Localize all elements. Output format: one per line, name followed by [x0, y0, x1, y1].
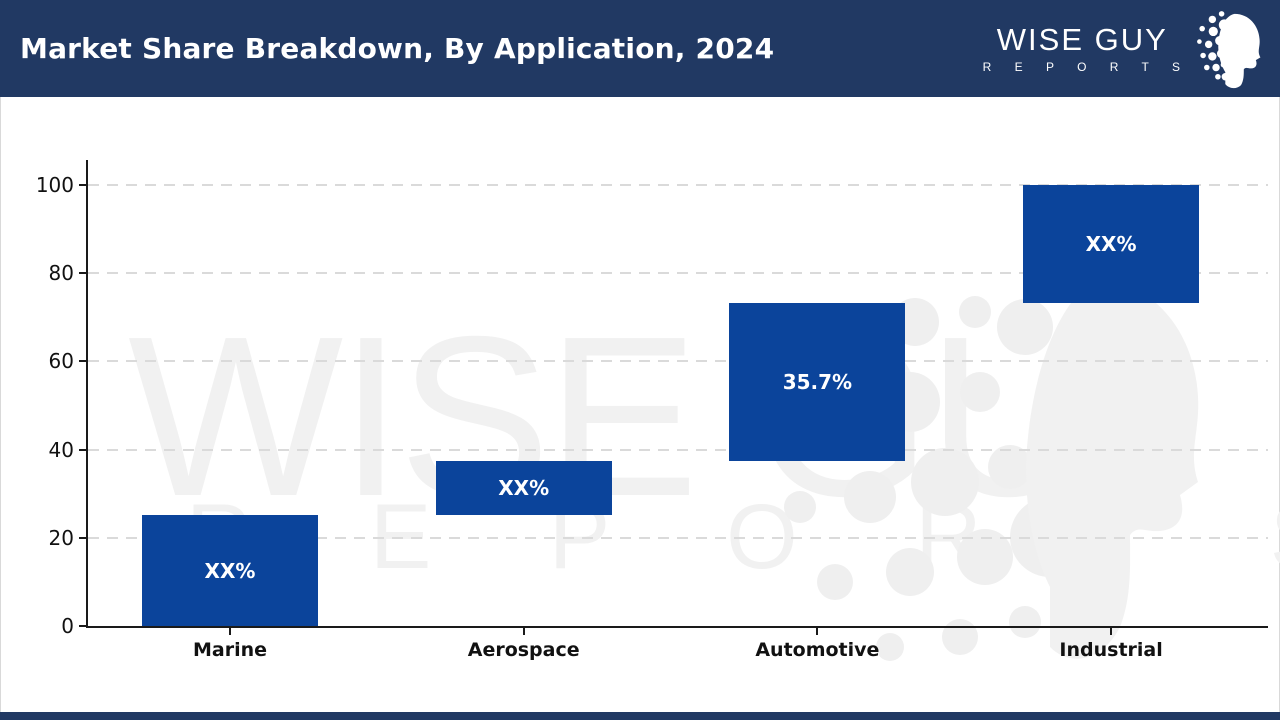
gridline-60 [88, 360, 1268, 363]
bar-aerospace: XX% [435, 460, 612, 516]
gridline-20 [88, 536, 1268, 539]
logo-subtitle: R E P O R T S [982, 60, 1190, 74]
x-axis-tick-mark [229, 628, 231, 635]
x-axis-spine [86, 626, 1268, 628]
y-axis-tick-label: 100 [35, 173, 74, 197]
x-axis-tick-label: Automotive [755, 639, 880, 661]
footer-bar [0, 712, 1280, 720]
x-axis-tick-mark [816, 628, 819, 635]
y-axis-tick-label: 0 [61, 614, 74, 638]
y-axis-tick-mark [79, 184, 87, 186]
logo-head-icon [1197, 10, 1261, 88]
x-axis-tick-label: Aerospace [467, 639, 580, 661]
y-axis-tick-mark [79, 625, 87, 627]
y-axis-tick-mark [79, 536, 87, 539]
bar-industrial: XX% [1023, 185, 1200, 304]
header-bar: Market Share Breakdown, By Application, … [0, 0, 1280, 97]
y-axis-tick-label: 80 [48, 261, 74, 286]
bar-automotive: 35.7% [729, 303, 906, 461]
x-axis-tick-mark [1110, 628, 1113, 635]
y-axis-tick-mark [79, 448, 87, 451]
gridline-40 [88, 448, 1268, 451]
y-axis-tick-label: 40 [48, 437, 74, 462]
bar-marine: XX% [142, 515, 318, 626]
chart-title: Market Share Breakdown, By Application, … [20, 32, 775, 65]
y-axis-tick-mark [79, 272, 87, 275]
bar-value-label: XX% [1085, 232, 1137, 257]
gridline-80 [88, 272, 1268, 275]
x-axis-tick-label: Marine [192, 639, 268, 661]
bar-value-label: XX% [204, 558, 256, 583]
logo-text: WISE GUY R E P O R T S [975, 22, 1190, 75]
y-axis-tick-label: 20 [48, 525, 74, 550]
logo-wordmark: WISE GUY [996, 22, 1168, 57]
y-axis-spine [86, 160, 88, 628]
bar-value-label: 35.7% [782, 369, 853, 394]
y-axis-tick-label: 60 [48, 349, 74, 374]
bar-value-label: XX% [498, 475, 550, 500]
x-axis-tick-mark [522, 628, 525, 635]
gridline-100 [88, 184, 1268, 186]
y-axis-tick-mark [79, 360, 87, 363]
chart-region: WISE GU R E P O R T S XX% XX% 35.7% XX% 0 20… [0, 97, 1280, 712]
plot-area: XX% XX% 35.7% XX% [88, 160, 1268, 626]
wise-guy-logo: WISE GUY R E P O R T S [975, 6, 1266, 92]
x-axis-tick-label: Industrial [1059, 639, 1163, 661]
